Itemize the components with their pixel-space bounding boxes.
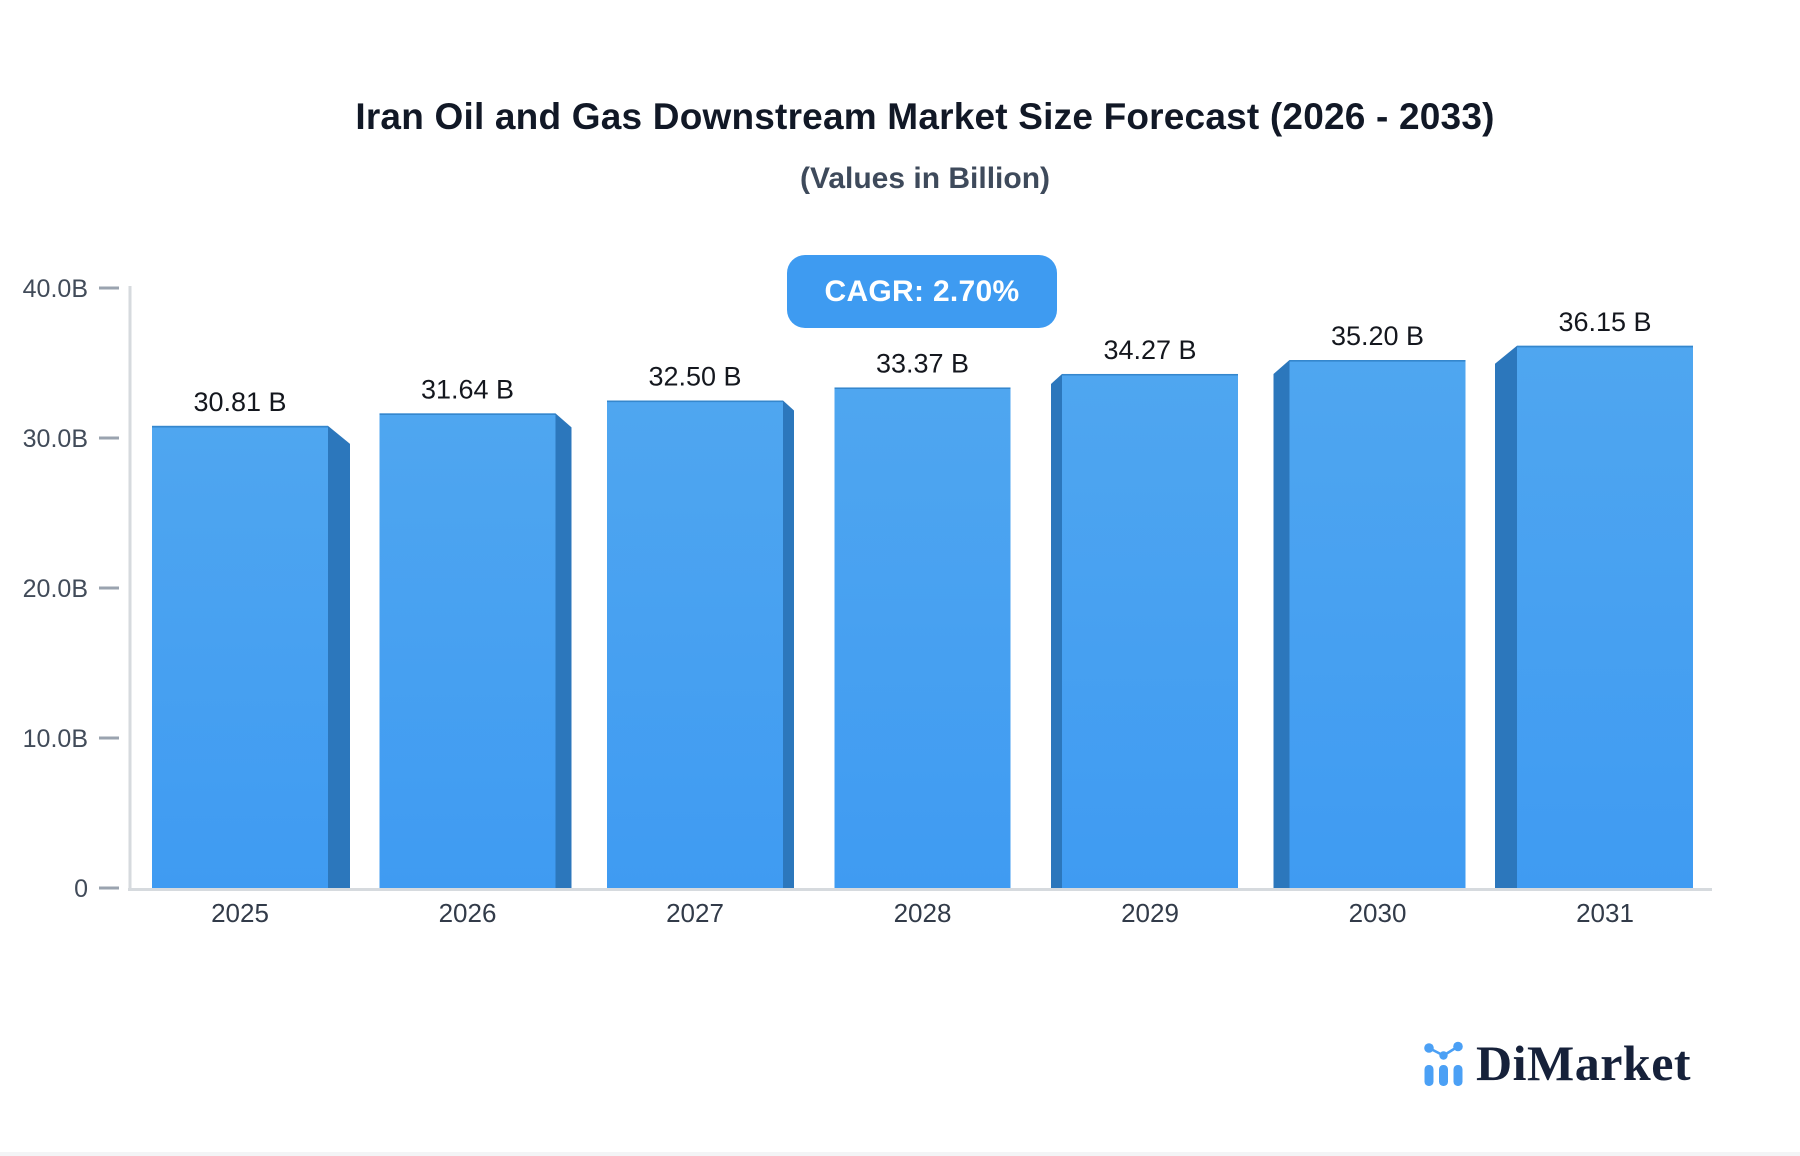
y-axis-tick-label: 30.0B: [23, 425, 88, 453]
y-axis-tick-label: 40.0B: [23, 275, 88, 303]
brand-name: DiMarket: [1476, 1035, 1692, 1091]
bar-2031: [1517, 345, 1693, 888]
x-axis-label-2027: 2027: [666, 898, 724, 928]
bar-2029: [1062, 373, 1238, 888]
bar-value-label-2028: 33.37 B: [876, 348, 969, 378]
bar-3d-side-2025: [328, 425, 350, 888]
bar-2027: [607, 400, 783, 888]
page-bottom-edge: [0, 1152, 1800, 1156]
bar-3d-side-2030: [1273, 360, 1290, 888]
x-axis-label-2028: 2028: [894, 898, 952, 928]
bar-value-label-2026: 31.64 B: [421, 374, 514, 404]
bar-value-label-2030: 35.20 B: [1331, 321, 1424, 351]
cagr-badge-label: CAGR: 2.70%: [824, 274, 1020, 308]
x-axis-label-2030: 2030: [1349, 898, 1407, 928]
bar-3d-side-2027: [783, 400, 794, 888]
bar-value-label-2029: 34.27 B: [1103, 335, 1196, 365]
x-axis-label-2026: 2026: [439, 898, 497, 928]
cagr-badge: CAGR: 2.70%: [787, 255, 1057, 328]
bar-2028: [834, 387, 1011, 888]
bar-chart-with-dots-icon: [1424, 1041, 1463, 1086]
bar-value-label-2031: 36.15 B: [1558, 307, 1651, 337]
y-axis-tick-label: 0: [74, 875, 88, 903]
bar-2025: [152, 425, 328, 888]
bar-2026: [379, 413, 556, 888]
bar-3d-side-2031: [1495, 345, 1517, 888]
x-axis-label-2029: 2029: [1121, 898, 1179, 928]
bar-3d-side-2026: [555, 413, 572, 888]
bar-2030: [1289, 360, 1466, 888]
x-axis-label-2031: 2031: [1576, 898, 1634, 928]
bar-value-label-2025: 30.81 B: [193, 387, 286, 417]
bar-3d-side-2029: [1051, 373, 1062, 888]
y-axis-tick-label: 10.0B: [23, 725, 88, 753]
brand-logo: DiMarket: [1424, 1035, 1692, 1091]
x-axis-label-2025: 2025: [211, 898, 269, 928]
y-axis-tick-label: 20.0B: [23, 575, 88, 603]
bar-value-label-2027: 32.50 B: [648, 362, 741, 392]
